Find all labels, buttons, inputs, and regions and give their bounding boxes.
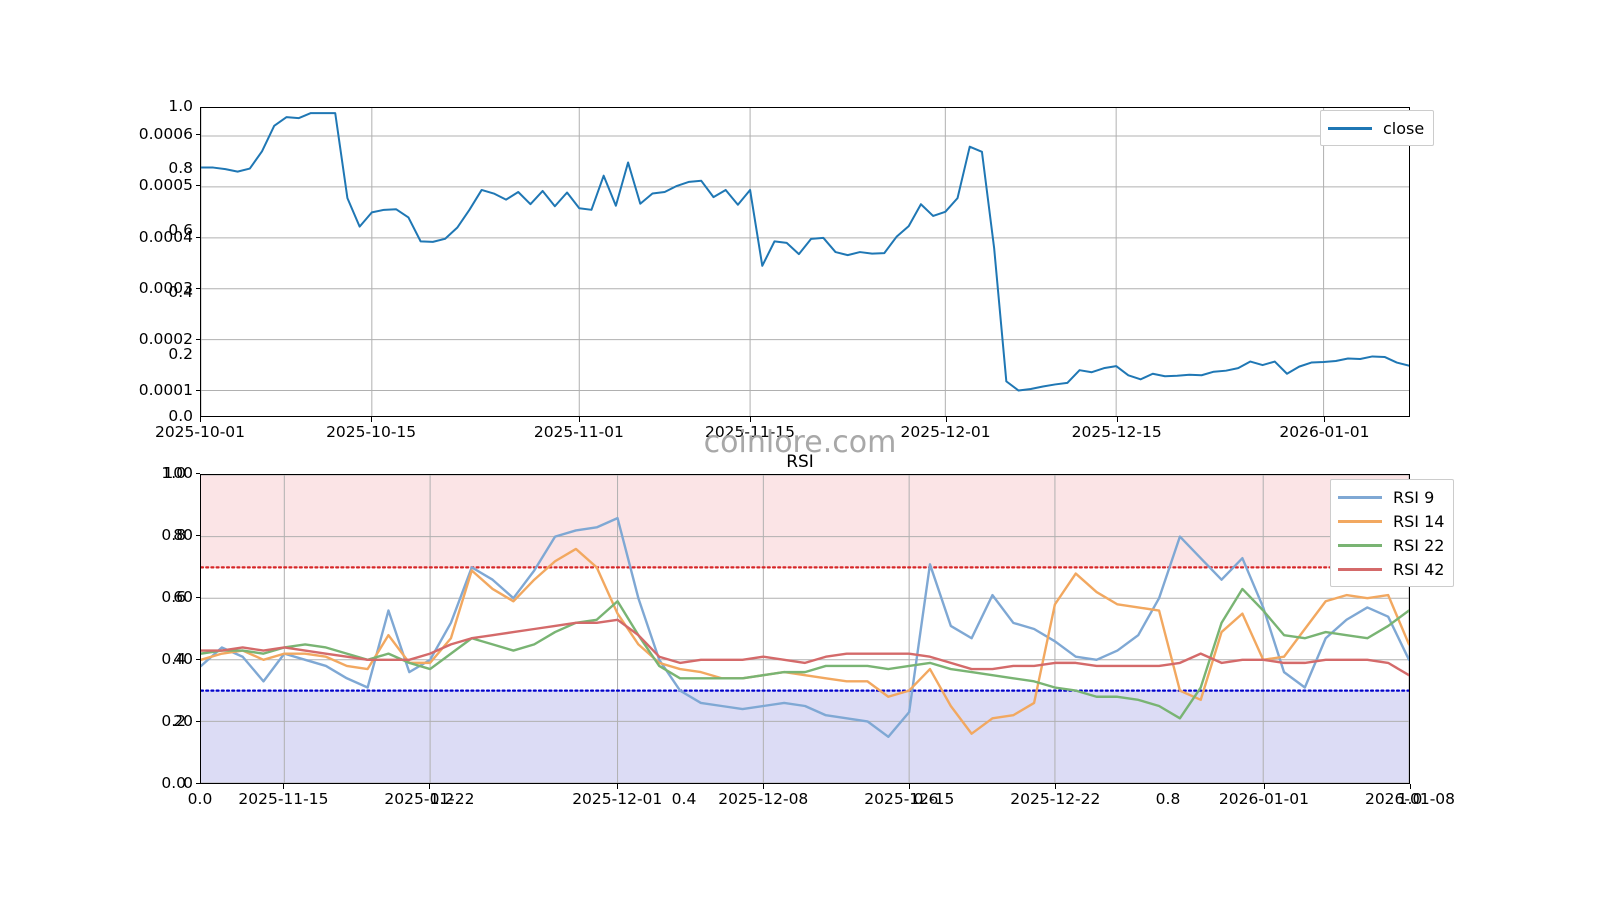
rsi-x-tick-label-secondary: 0.0 [187,790,213,808]
rsi-x-tick-label: 2026-01-01 [1218,790,1309,808]
rsi-x-tick-mark [909,784,911,789]
price-x-tick-label: 2026-01-01 [1279,423,1370,441]
price-x-tick-mark [371,417,373,422]
legend-line-swatch-icon [1338,495,1382,499]
price-y-tick-label: 0.0005 [138,176,193,195]
rsi-x-tick-label: 2025-12-15 [864,790,955,808]
rsi-chart-legend[interactable]: RSI 9 RSI 14 RSI 22 RSI 42 [1330,479,1455,587]
legend-item-rsi-22[interactable]: RSI 22 [1338,533,1444,557]
price-y-tick-label: 0.0001 [138,381,193,400]
legend-line-swatch-icon [1338,543,1382,547]
price-y-tick-label: 0.0002 [138,330,193,349]
rsi-x-tick-label: 2026-01-08 [1364,790,1456,808]
rsi-x-tick-mark [1410,784,1411,789]
legend-line-swatch-icon [1338,567,1382,571]
rsi-y-tick-label: 40 [173,650,193,668]
rsi-chart-plot [201,475,1409,783]
rsi-y-tick-label: 20 [173,712,193,730]
legend-item-label: RSI 22 [1393,535,1445,555]
legend-item-label: RSI 14 [1393,511,1445,531]
legend-item-close[interactable]: close [1328,116,1424,140]
rsi-x-tick-label: 2025-12-08 [718,790,809,808]
price-x-tick-mark [750,417,751,422]
price-y-tick-label: 0.0003 [138,278,193,297]
rsi-y-tick-mark [196,659,200,660]
legend-item-label: close [1383,118,1425,138]
rsi-x-tick-label-secondary: 0.6 [913,790,939,808]
legend-item-label: RSI 42 [1393,559,1445,579]
legend-item-rsi-14[interactable]: RSI 14 [1338,509,1444,533]
rsi-y-tick-label-secondary: 0.4 [161,650,186,668]
rsi-y-tick-mark [196,783,200,784]
rsi-x-tick-label-secondary: 0.4 [671,790,697,808]
price-y-tick-mark [196,236,200,238]
price-y-tick-mark [196,390,200,392]
rsi-x-tick-label-secondary: 0.8 [1155,790,1181,808]
price-x-tick-mark [578,417,580,422]
rsi-chart-title: RSI [786,452,814,472]
price-x-tick-label: 2025-12-01 [900,423,991,441]
rsi-x-tick-label-secondary: 0.2 [429,790,455,808]
rsi-y-tick-label-secondary: 0.6 [161,588,186,606]
price-x-tick-label: 2025-12-15 [1071,423,1162,441]
price-y-tick-label-secondary: 0.0 [168,407,193,425]
rsi-x-tick-label: 2025-12-22 [1010,790,1101,808]
price-y-tick-label-secondary: 0.2 [168,345,193,363]
price-x-tick-label: 2025-11-15 [704,423,796,441]
price-x-tick-mark [200,417,201,422]
rsi-y-tick-label: 60 [173,588,193,606]
rsi-x-tick-label-secondary: 1.0 [1397,790,1423,808]
rsi-y-tick-mark [196,721,200,722]
rsi-y-tick-label: 100 [163,464,193,482]
rsi-x-tick-mark [283,784,285,789]
rsi-x-tick-mark [1055,784,1057,789]
price-y-tick-label-secondary: 1.0 [168,97,193,115]
rsi-y-tick-label-secondary: 0.0 [161,774,186,792]
rsi-x-tick-label: 2025-11-22 [384,790,475,808]
price-x-tick-label: 2025-10-15 [326,423,417,441]
price-y-tick-label-secondary: 0.6 [168,221,193,239]
price-y-tick-label-secondary: 0.8 [168,159,193,177]
rsi-x-tick-label: 2025-11-15 [238,790,329,808]
rsi-chart-axes [200,474,1410,784]
price-chart-plot [201,108,1409,416]
legend-item-rsi-42[interactable]: RSI 42 [1338,557,1444,581]
legend-line-swatch-icon [1328,126,1372,130]
price-y-tick-mark [196,185,200,187]
legend-line-swatch-icon [1338,519,1382,523]
price-y-tick-label: 0.0006 [138,125,193,144]
rsi-y-tick-label: 80 [173,526,193,544]
rsi-y-tick-label: 0 [183,774,193,792]
rsi-x-tick-mark [1263,784,1265,789]
price-y-tick-mark [196,287,200,289]
price-x-tick-mark [945,417,947,422]
price-chart-legend[interactable]: close [1320,110,1435,146]
rsi-y-tick-label-secondary: 1.0 [161,464,186,482]
price-x-tick-label: 2025-11-01 [533,423,624,441]
price-x-tick-mark [1324,417,1326,422]
price-y-tick-label: 0.0004 [138,227,193,246]
rsi-y-tick-mark [196,473,200,474]
price-chart-axes [200,107,1410,417]
rsi-x-tick-mark [617,784,619,789]
price-y-tick-mark [196,134,200,136]
rsi-x-tick-mark [763,784,765,789]
price-y-tick-mark [196,339,200,341]
price-x-tick-mark [1116,417,1118,422]
price-y-tick-label-secondary: 0.4 [168,283,193,301]
rsi-x-tick-mark [429,784,431,789]
legend-item-label: RSI 9 [1393,487,1435,507]
rsi-y-tick-mark [196,535,200,536]
rsi-y-tick-label-secondary: 0.8 [161,526,186,544]
rsi-x-tick-label: 2025-12-01 [572,790,663,808]
legend-item-rsi-9[interactable]: RSI 9 [1338,485,1444,509]
price-x-tick-label: 2025-10-01 [154,423,246,441]
rsi-y-tick-label-secondary: 0.2 [161,712,186,730]
rsi-y-tick-mark [196,597,200,598]
